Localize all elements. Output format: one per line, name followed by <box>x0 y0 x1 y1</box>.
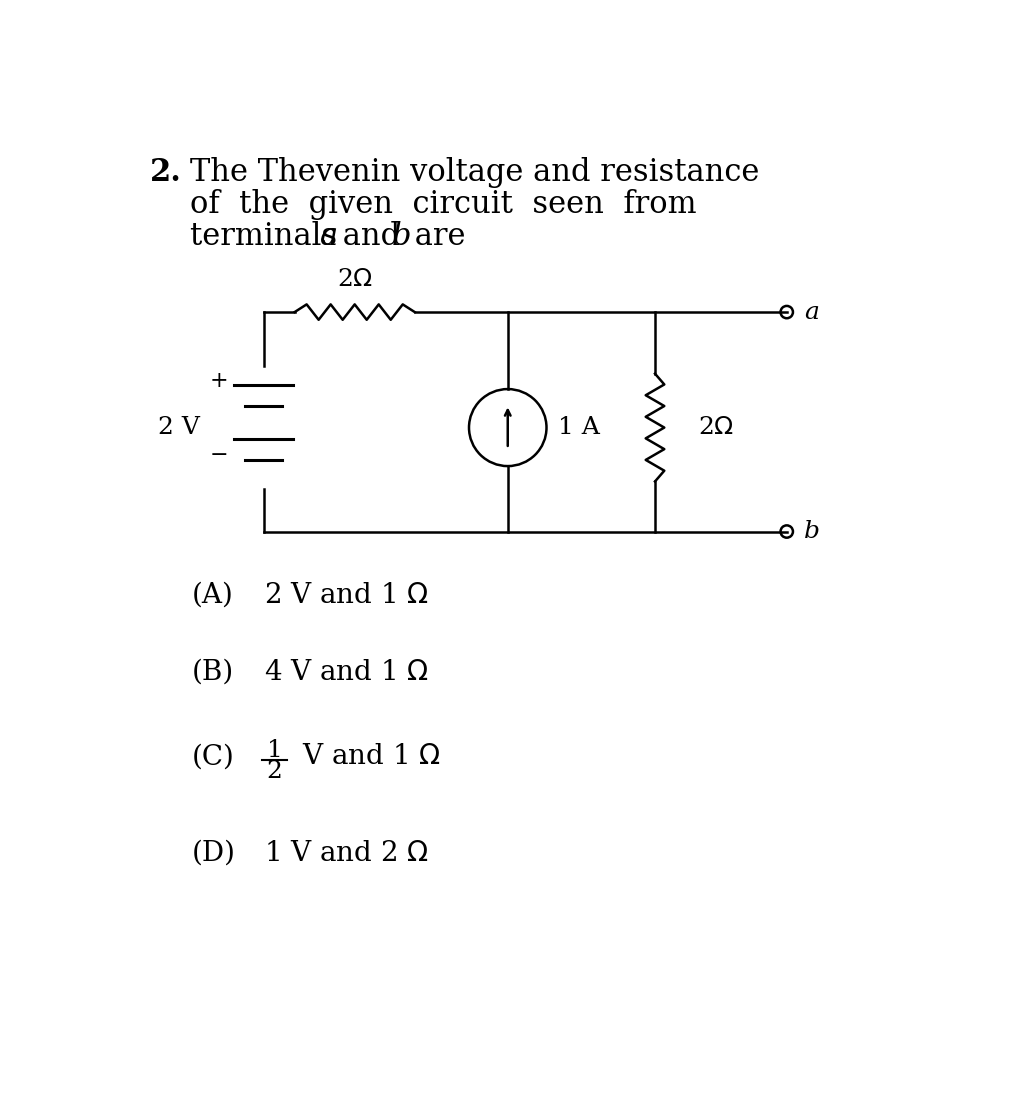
Text: 2: 2 <box>266 761 283 783</box>
Text: (B): (B) <box>191 658 233 686</box>
Text: 2$\Omega$: 2$\Omega$ <box>337 268 373 290</box>
Text: V and 1 $\Omega$: V and 1 $\Omega$ <box>302 743 441 771</box>
Text: (A): (A) <box>191 582 233 608</box>
Text: +: + <box>209 370 228 393</box>
Text: 4 V and 1 $\Omega$: 4 V and 1 $\Omega$ <box>263 658 429 686</box>
Text: 1 V and 2 $\Omega$: 1 V and 2 $\Omega$ <box>263 840 429 866</box>
Text: a: a <box>804 300 818 324</box>
Text: b: b <box>804 520 820 543</box>
Text: are: are <box>406 221 466 252</box>
Text: of  the  given  circuit  seen  from: of the given circuit seen from <box>190 189 696 220</box>
Text: b: b <box>391 221 411 252</box>
Text: and: and <box>334 221 411 252</box>
Text: 2.: 2. <box>150 157 181 188</box>
Text: 2 V: 2 V <box>158 416 200 439</box>
Text: 1 A: 1 A <box>558 416 600 439</box>
Text: terminals: terminals <box>190 221 347 252</box>
Text: 2$\Omega$: 2$\Omega$ <box>697 416 734 439</box>
Text: 2 V and 1 $\Omega$: 2 V and 1 $\Omega$ <box>263 582 429 608</box>
Text: (C): (C) <box>191 743 234 771</box>
Text: −: − <box>209 444 228 466</box>
Text: (D): (D) <box>191 840 236 866</box>
Text: a: a <box>321 221 338 252</box>
Text: The Thevenin voltage and resistance: The Thevenin voltage and resistance <box>190 157 760 188</box>
Text: 1: 1 <box>266 739 283 763</box>
